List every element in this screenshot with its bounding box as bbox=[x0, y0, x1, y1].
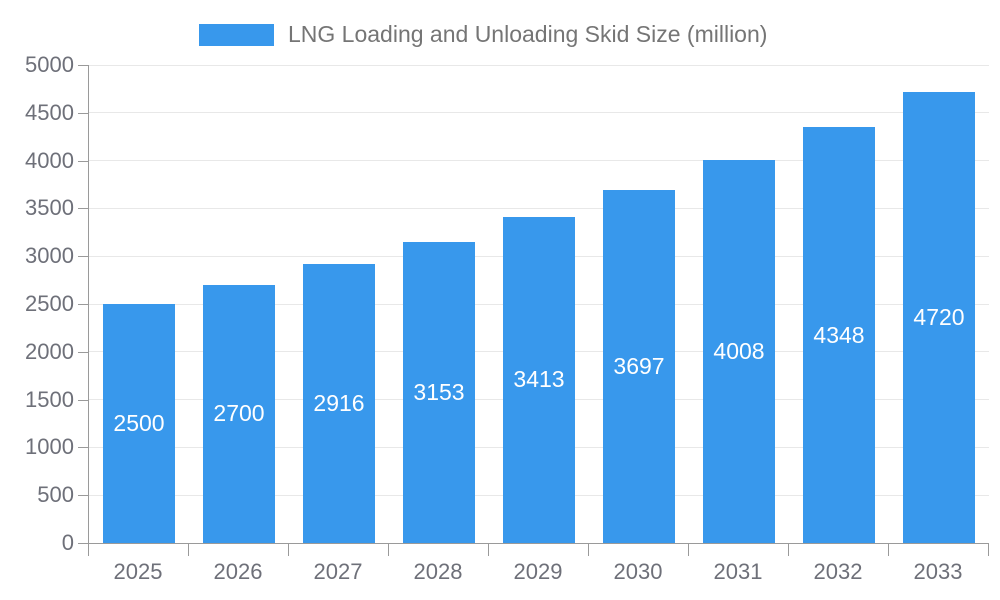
bar-2025[interactable]: 2500 bbox=[103, 304, 175, 543]
bar-value-label-2031: 4008 bbox=[713, 337, 765, 364]
x-axis-tick-6 bbox=[688, 544, 689, 556]
bar-2031[interactable]: 4008 bbox=[703, 159, 775, 543]
x-axis-label-2031: 2031 bbox=[713, 559, 763, 584]
gridline-3500 bbox=[89, 207, 989, 209]
bar-2026[interactable]: 2700 bbox=[203, 284, 275, 543]
bar-value-label-2025: 2500 bbox=[113, 410, 165, 436]
x-axis-tick-3 bbox=[388, 544, 389, 556]
x-axis-tick-2 bbox=[288, 544, 289, 556]
y-axis-tick-500 bbox=[78, 495, 88, 497]
x-axis-label-2028: 2028 bbox=[413, 559, 463, 584]
bar-2030[interactable]: 3697 bbox=[603, 189, 675, 543]
legend-item[interactable]: LNG Loading and Unloading Skid Size (mil… bbox=[199, 21, 767, 48]
y-axis-tick-1500 bbox=[78, 399, 88, 401]
x-axis-label-2032: 2032 bbox=[813, 559, 863, 584]
y-axis-label-3000: 3000 bbox=[25, 243, 74, 269]
y-axis-tick-4000 bbox=[78, 160, 88, 162]
bar-2027[interactable]: 2916 bbox=[303, 264, 375, 543]
bar-2032[interactable]: 4348 bbox=[803, 127, 875, 543]
y-axis-tick-2000 bbox=[78, 351, 88, 353]
legend-swatch bbox=[199, 23, 274, 46]
bar-value-label-2030: 3697 bbox=[613, 352, 665, 379]
y-axis-label-2000: 2000 bbox=[25, 338, 74, 364]
gridline-5000 bbox=[89, 64, 989, 66]
y-axis-label-0: 0 bbox=[61, 530, 74, 555]
plot-area: 2500 2700 2916 3153 3413 3697 4008 4348 4720 bbox=[88, 64, 989, 544]
bar-2033[interactable]: 4720 bbox=[903, 91, 975, 543]
x-axis-label-2029: 2029 bbox=[513, 559, 563, 584]
bar-value-label-2029: 3413 bbox=[513, 366, 565, 393]
y-axis-label-2500: 2500 bbox=[25, 291, 74, 316]
y-axis-label-1000: 1000 bbox=[25, 434, 74, 460]
x-axis-label-2025: 2025 bbox=[113, 559, 163, 584]
x-axis-tick-4 bbox=[488, 544, 489, 556]
x-axis-tick-8 bbox=[888, 544, 889, 556]
gridline-4500 bbox=[89, 112, 989, 114]
y-axis-label-500: 500 bbox=[37, 482, 74, 508]
bar-value-label-2027: 2916 bbox=[313, 390, 365, 417]
y-axis-label-4500: 4500 bbox=[25, 99, 74, 125]
y-axis-tick-3500 bbox=[78, 208, 88, 210]
y-axis-tick-1000 bbox=[78, 447, 88, 449]
y-axis-tick-3000 bbox=[78, 256, 88, 258]
x-axis-tick-9 bbox=[988, 544, 989, 556]
y-axis-label-4000: 4000 bbox=[25, 147, 74, 173]
bar-2029[interactable]: 3413 bbox=[503, 216, 575, 543]
y-axis-label-3500: 3500 bbox=[25, 195, 74, 221]
x-axis-label-2033: 2033 bbox=[913, 559, 963, 584]
x-axis-label-2026: 2026 bbox=[213, 559, 263, 584]
x-axis-label-2030: 2030 bbox=[613, 559, 663, 584]
y-axis-label-5000: 5000 bbox=[25, 52, 74, 77]
legend-label: LNG Loading and Unloading Skid Size (mil… bbox=[288, 21, 768, 47]
y-axis-tick-2500 bbox=[78, 304, 88, 305]
bar-value-label-2026: 2700 bbox=[213, 400, 265, 427]
bar-value-label-2032: 4348 bbox=[813, 321, 865, 348]
y-axis-tick-0 bbox=[78, 543, 88, 544]
y-axis-tick-5000 bbox=[78, 65, 88, 66]
x-axis-tick-7 bbox=[788, 544, 789, 556]
x-axis-tick-1 bbox=[188, 544, 189, 556]
bar-value-label-2028: 3153 bbox=[413, 378, 465, 405]
gridline-4000 bbox=[89, 160, 989, 162]
y-axis-label-1500: 1500 bbox=[25, 386, 74, 412]
x-axis-label-2027: 2027 bbox=[313, 559, 363, 584]
y-axis-tick-4500 bbox=[78, 112, 88, 114]
x-axis-tick-5 bbox=[588, 544, 589, 556]
x-axis-tick-0 bbox=[88, 544, 89, 556]
bar-value-label-2033: 4720 bbox=[913, 303, 965, 330]
bar-2028[interactable]: 3153 bbox=[403, 241, 475, 543]
